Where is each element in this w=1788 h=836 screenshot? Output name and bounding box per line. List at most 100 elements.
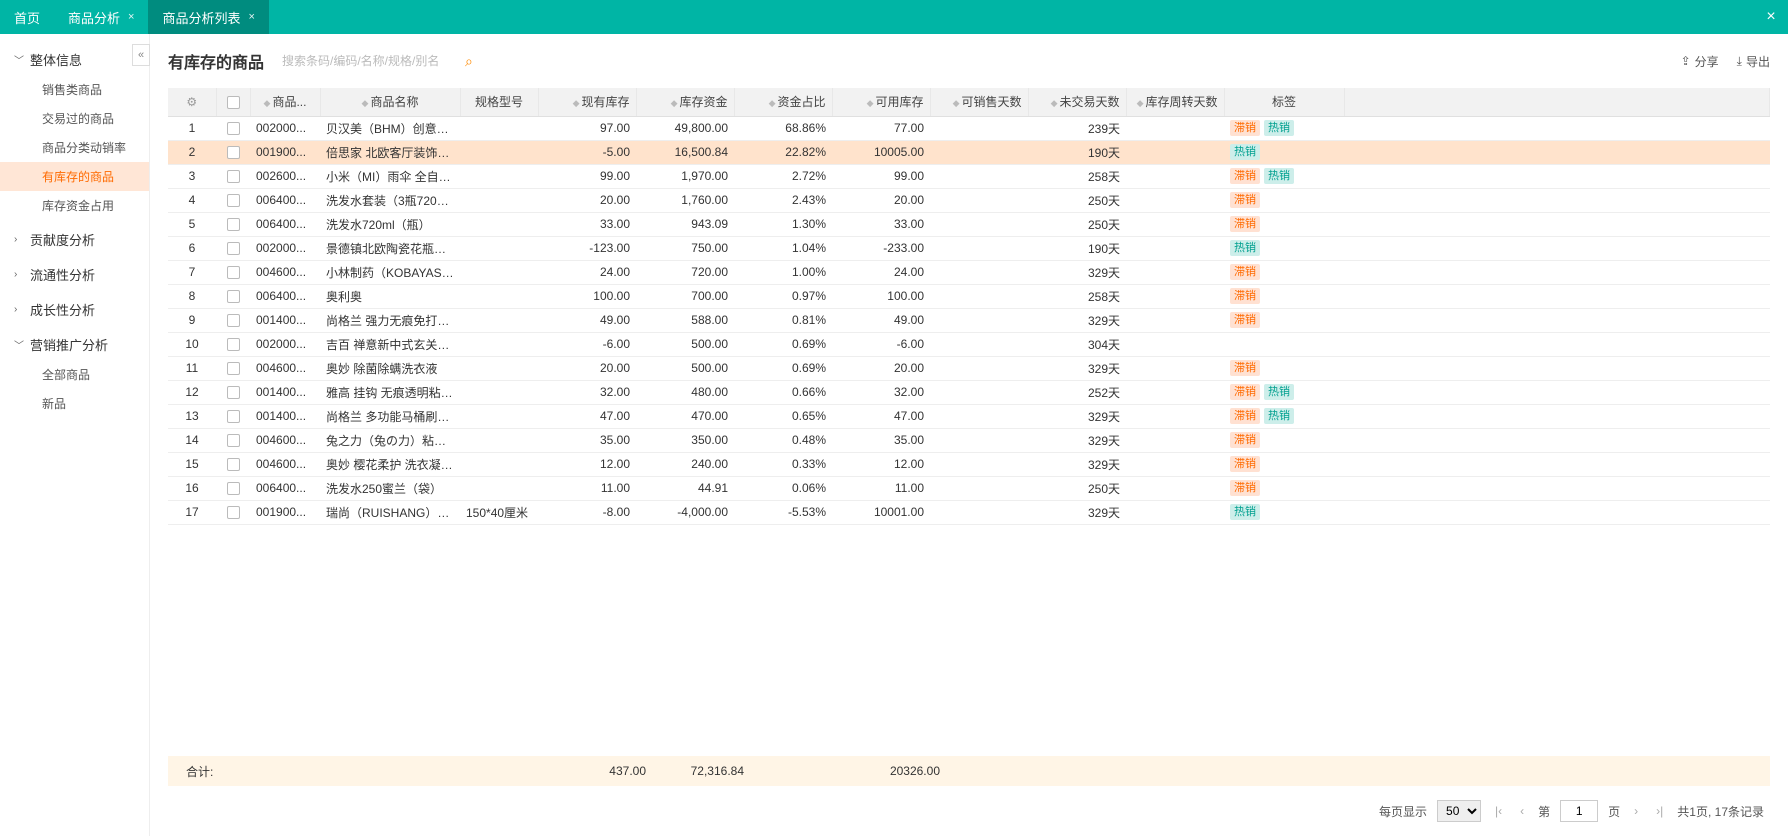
table-row[interactable]: 9001400...尚格兰 强力无痕免打孔浴室49.00588.000.81%4… <box>168 308 1770 332</box>
col-header-1[interactable] <box>216 88 250 116</box>
cell: 240.00 <box>636 452 734 476</box>
tab-2[interactable]: 商品分析列表× <box>148 0 268 34</box>
search-icon[interactable]: ⌕ <box>465 53 473 70</box>
table-row[interactable]: 15004600...奥妙 樱花柔护 洗衣凝珠 1012.00240.000.3… <box>168 452 1770 476</box>
table-row[interactable]: 8006400...奥利奥100.00700.000.97%100.00258天… <box>168 284 1770 308</box>
sidebar-item-0-2[interactable]: 商品分类动销率 <box>0 133 149 162</box>
row-checkbox[interactable] <box>227 338 240 351</box>
row-checkbox[interactable] <box>227 458 240 471</box>
close-all-tabs-button[interactable]: × <box>1754 0 1788 34</box>
cell: 0.81% <box>734 308 832 332</box>
sidebar-collapse-button[interactable]: « <box>132 44 150 66</box>
row-checkbox[interactable] <box>227 290 240 303</box>
row-checkbox[interactable] <box>227 482 240 495</box>
table-row[interactable]: 1002000...贝汉美（BHM）创意北欧饰97.0049,800.0068.… <box>168 116 1770 140</box>
tab-0[interactable]: 首页 <box>0 0 54 34</box>
sidebar-item-0-1[interactable]: 交易过的商品 <box>0 104 149 133</box>
table-row[interactable]: 6002000...景德镇北欧陶瓷花瓶摆件 优-123.00750.001.04… <box>168 236 1770 260</box>
cell-tags <box>1224 332 1344 356</box>
row-checkbox[interactable] <box>227 266 240 279</box>
sidebar-item-0-3[interactable]: 有库存的商品 <box>0 162 149 191</box>
row-checkbox[interactable] <box>227 218 240 231</box>
tab-close-icon[interactable]: × <box>248 11 254 23</box>
tab-1[interactable]: 商品分析× <box>54 0 148 34</box>
col-header-6[interactable]: ◆库存资金 <box>636 88 734 116</box>
per-page-select[interactable]: 50 <box>1437 800 1481 822</box>
col-header-7[interactable]: ◆资金占比 <box>734 88 832 116</box>
row-checkbox[interactable] <box>227 314 240 327</box>
sidebar-section-4[interactable]: ﹀营销推广分析 <box>0 329 149 360</box>
cell: 943.09 <box>636 212 734 236</box>
table-row[interactable]: 3002600...小米（MI）雨伞 全自动折叠99.001,970.002.7… <box>168 164 1770 188</box>
col-header-3[interactable]: ◆商品名称 <box>320 88 460 116</box>
row-checkbox[interactable] <box>227 434 240 447</box>
tag: 滞销 <box>1230 288 1260 304</box>
cell <box>460 188 538 212</box>
row-checkbox[interactable] <box>227 194 240 207</box>
row-checkbox[interactable] <box>227 146 240 159</box>
sort-icon: ◆ <box>867 98 874 108</box>
pager-first-button[interactable]: |‹ <box>1491 804 1506 818</box>
search-input[interactable] <box>280 50 455 73</box>
sidebar-item-0-0[interactable]: 销售类商品 <box>0 75 149 104</box>
sidebar-section-0[interactable]: ﹀整体信息 <box>0 44 149 75</box>
sidebar-item-4-0[interactable]: 全部商品 <box>0 360 149 389</box>
cell: -4,000.00 <box>636 500 734 524</box>
cell <box>216 260 250 284</box>
cell <box>930 476 1028 500</box>
cell <box>460 308 538 332</box>
col-header-9[interactable]: ◆可销售天数 <box>930 88 1028 116</box>
cell <box>1126 260 1224 284</box>
tab-close-icon[interactable]: × <box>128 11 134 23</box>
row-checkbox[interactable] <box>227 170 240 183</box>
col-label: 现有库存 <box>581 95 629 109</box>
cell: 588.00 <box>636 308 734 332</box>
table-row[interactable]: 11004600...奥妙 除菌除螨洗衣液20.00500.000.69%20.… <box>168 356 1770 380</box>
row-checkbox[interactable] <box>227 242 240 255</box>
row-checkbox[interactable] <box>227 386 240 399</box>
table-row[interactable]: 13001400...尚格兰 多功能马桶刷套装 升47.00470.000.65… <box>168 404 1770 428</box>
col-header-0[interactable]: ⚙ <box>168 88 216 116</box>
table-row[interactable]: 7004600...小林制药（KOBAYASHI）日24.00720.001.0… <box>168 260 1770 284</box>
pager-next-button[interactable]: › <box>1630 804 1642 818</box>
col-header-8[interactable]: ◆可用库存 <box>832 88 930 116</box>
pager-last-button[interactable]: ›| <box>1652 804 1667 818</box>
col-label: 库存资金 <box>679 95 727 109</box>
table-row[interactable]: 16006400...洗发水250蜜兰（袋）11.0044.910.06%11.… <box>168 476 1770 500</box>
row-checkbox[interactable] <box>227 506 240 519</box>
col-header-2[interactable]: ◆商品... <box>250 88 320 116</box>
share-button[interactable]: ⇪分享 <box>1681 53 1719 70</box>
sidebar-section-1[interactable]: ›贡献度分析 <box>0 224 149 255</box>
table-row[interactable]: 10002000...吉百 禅意新中式玄关摆件客-6.00500.000.69%… <box>168 332 1770 356</box>
totals-avail: 20326.00 <box>842 764 940 778</box>
table-row[interactable]: 4006400...洗发水套装（3瓶720ml+1120.001,760.002… <box>168 188 1770 212</box>
col-header-10[interactable]: ◆未交易天数 <box>1028 88 1126 116</box>
export-button[interactable]: ⤓导出 <box>1737 53 1770 70</box>
table-row[interactable]: 2001900...倍思家 北欧客厅装饰画卧室-5.0016,500.8422.… <box>168 140 1770 164</box>
pager-prev-button[interactable]: ‹ <box>1516 804 1528 818</box>
col-header-11[interactable]: ◆库存周转天数 <box>1126 88 1224 116</box>
row-checkbox[interactable] <box>227 410 240 423</box>
sidebar-item-4-1[interactable]: 新品 <box>0 389 149 418</box>
cell: -233.00 <box>832 236 930 260</box>
row-checkbox[interactable] <box>227 362 240 375</box>
cell: 304天 <box>1028 332 1126 356</box>
col-header-12[interactable]: 标签 <box>1224 88 1344 116</box>
cell: 1.00% <box>734 260 832 284</box>
cell <box>216 140 250 164</box>
col-header-4[interactable]: 规格型号 <box>460 88 538 116</box>
table-row[interactable]: 12001400...雅高 挂钩 无痕透明粘钩 强力32.00480.000.6… <box>168 380 1770 404</box>
select-all-checkbox[interactable] <box>227 96 240 109</box>
pager-page-input[interactable] <box>1560 800 1598 822</box>
sidebar-section-2[interactable]: ›流通性分析 <box>0 259 149 290</box>
cell <box>1126 428 1224 452</box>
table-row[interactable]: 5006400...洗发水720ml（瓶）33.00943.091.30%33.… <box>168 212 1770 236</box>
sidebar-item-0-4[interactable]: 库存资金占用 <box>0 191 149 220</box>
table-row[interactable]: 14004600...兔之力（兔の力）粘毛器粘35.00350.000.48%3… <box>168 428 1770 452</box>
cell <box>930 164 1028 188</box>
sidebar-section-3[interactable]: ›成长性分析 <box>0 294 149 325</box>
row-checkbox[interactable] <box>227 122 240 135</box>
cell: -5.53% <box>734 500 832 524</box>
table-row[interactable]: 17001900...瑞尚（RUISHANG）卧室客150*40厘米-8.00-… <box>168 500 1770 524</box>
col-header-5[interactable]: ◆现有库存 <box>538 88 636 116</box>
